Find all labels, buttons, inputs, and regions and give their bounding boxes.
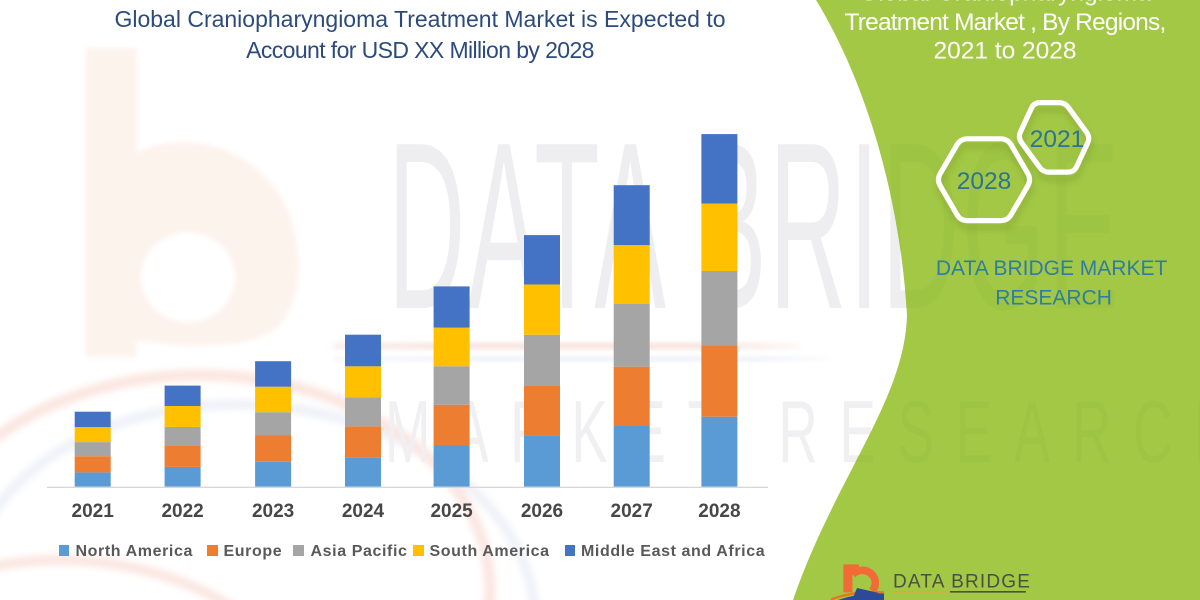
svg-text:2021: 2021 xyxy=(1030,126,1085,153)
svg-text:Global Craniopharyngioma: Global Craniopharyngioma xyxy=(859,0,1151,7)
svg-text:MARKET RESEARCH: MARKET RESEARCH xyxy=(385,383,1200,482)
svg-text:Treatment Market , By Regions,: Treatment Market , By Regions, xyxy=(845,9,1166,36)
svg-text:MARKET RESEARCH: MARKET RESEARCH xyxy=(893,599,1036,600)
svg-text:2028: 2028 xyxy=(957,168,1012,195)
svg-text:2021 to 2028: 2021 to 2028 xyxy=(933,38,1076,65)
svg-text:RESEARCH: RESEARCH xyxy=(995,287,1112,310)
svg-text:DATA BRIDGE: DATA BRIDGE xyxy=(388,94,1122,360)
svg-text:DATA BRIDGE: DATA BRIDGE xyxy=(893,572,1031,593)
svg-text:DATA BRIDGE MARKET: DATA BRIDGE MARKET xyxy=(936,257,1168,280)
